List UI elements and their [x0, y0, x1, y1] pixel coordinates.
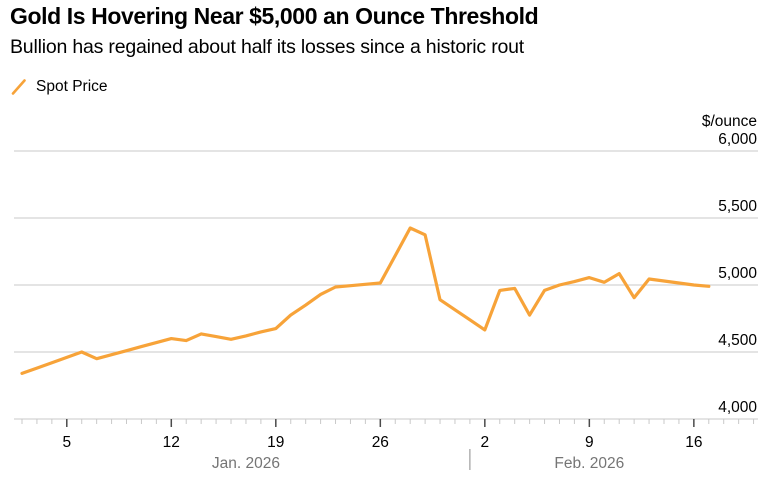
x-axis-label: 19	[267, 434, 284, 451]
x-axis-label: 12	[163, 434, 180, 451]
y-axis-unit-label: $/ounce	[702, 113, 757, 130]
chart-title: Gold Is Hovering Near $5,000 an Ounce Th…	[10, 3, 539, 29]
y-axis-label: 4,000	[718, 399, 757, 416]
x-axis-label: 9	[585, 434, 594, 451]
line-slash-icon	[10, 78, 28, 96]
legend-label-spot-price: Spot Price	[36, 78, 108, 95]
x-axis-label: 2	[481, 434, 490, 451]
month-label-jan: Jan. 2026	[212, 455, 280, 472]
chart-subtitle: Bullion has regained about half its loss…	[10, 36, 524, 58]
x-axis-label: 5	[62, 434, 71, 451]
month-label-feb: Feb. 2026	[554, 455, 624, 472]
x-axis-label: 26	[372, 434, 389, 451]
y-axis-label: 6,000	[718, 131, 757, 148]
spot-price-line	[20, 226, 711, 375]
y-axis-label: 5,500	[718, 198, 757, 215]
y-axis-label: 5,000	[718, 265, 757, 282]
x-axis-label: 16	[685, 434, 702, 451]
legend: Spot Price	[10, 78, 108, 96]
y-axis-label: 4,500	[718, 332, 757, 349]
